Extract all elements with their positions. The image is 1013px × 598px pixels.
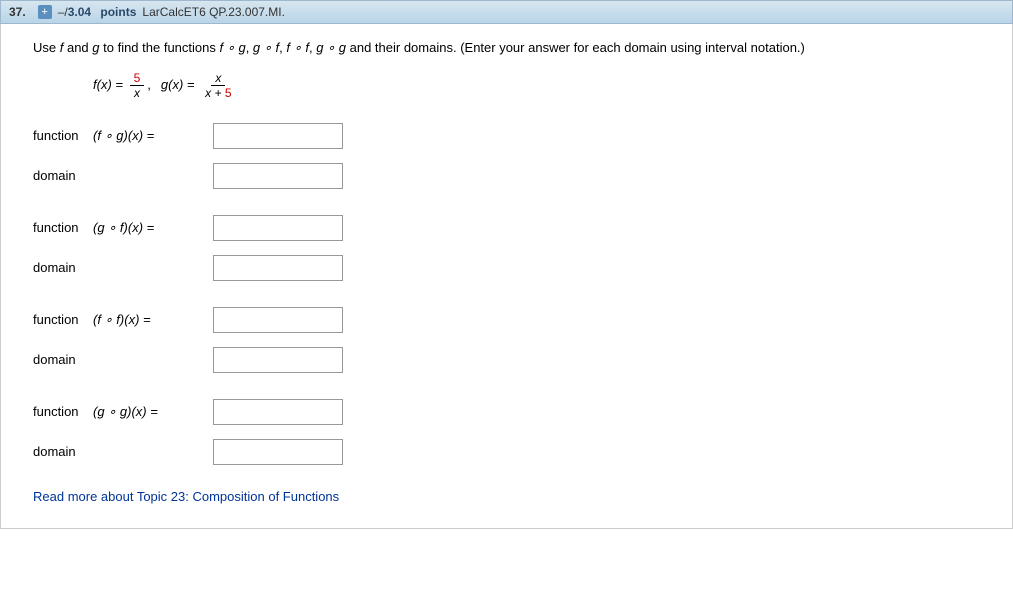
expr-fog: (f ∘ g)(x) =: [93, 128, 213, 144]
points-text: –/3.04 points: [58, 5, 143, 19]
points-prefix: –/: [58, 5, 68, 19]
input-fog-function[interactable]: [213, 123, 343, 149]
input-gog-function[interactable]: [213, 399, 343, 425]
points-value: 3.04: [68, 5, 91, 19]
input-fog-domain[interactable]: [213, 163, 343, 189]
domain-label: domain: [33, 168, 93, 183]
input-fof-function[interactable]: [213, 307, 343, 333]
function-row-fof: function (f ∘ f)(x) =: [33, 307, 992, 333]
spacer: [33, 203, 992, 215]
function-label: function: [33, 312, 93, 327]
spacer: [33, 295, 992, 307]
expr-gof: (g ∘ f)(x) =: [93, 220, 213, 236]
f-denominator: x: [130, 86, 144, 99]
instr-rest: and their domains. (Enter your answer fo…: [346, 40, 805, 55]
input-gof-function[interactable]: [213, 215, 343, 241]
instr-and: and: [63, 40, 92, 55]
expand-icon[interactable]: +: [38, 5, 52, 19]
topic-link[interactable]: Read more about Topic 23: Composition of…: [33, 489, 992, 504]
function-row-gof: function (g ∘ f)(x) =: [33, 215, 992, 241]
domain-row-fof: domain: [33, 347, 992, 373]
domain-row-gof: domain: [33, 255, 992, 281]
domain-label: domain: [33, 260, 93, 275]
instructions-text: Use f and g to find the functions f ∘ g,…: [33, 38, 992, 58]
instr-sep1: ,: [246, 40, 253, 55]
problem-reference: LarCalcET6 QP.23.007.MI.: [142, 5, 285, 19]
instr-g: g: [92, 40, 99, 55]
f-numerator: 5: [130, 72, 145, 86]
domain-row-gog: domain: [33, 439, 992, 465]
problem-header: 37. + –/3.04 points LarCalcET6 QP.23.007…: [0, 0, 1013, 24]
def-comma: ,: [147, 76, 151, 91]
spacer: [33, 387, 992, 399]
instr-mid: to find the functions: [100, 40, 220, 55]
domain-row-fog: domain: [33, 163, 992, 189]
function-row-fog: function (f ∘ g)(x) =: [33, 123, 992, 149]
instr-prefix: Use: [33, 40, 60, 55]
input-fof-domain[interactable]: [213, 347, 343, 373]
expr-fof: (f ∘ f)(x) =: [93, 312, 213, 328]
f-definition: f(x) = 5 x ,: [93, 72, 151, 99]
g-lhs: g(x) =: [161, 76, 198, 91]
g-den-a: x +: [205, 86, 225, 100]
instr-fof: f ∘ f: [286, 40, 309, 55]
function-label: function: [33, 128, 93, 143]
domain-label: domain: [33, 352, 93, 367]
f-lhs: f(x) =: [93, 76, 127, 91]
problem-number: 37.: [9, 5, 26, 19]
domain-label: domain: [33, 444, 93, 459]
function-label: function: [33, 404, 93, 419]
g-definition: g(x) = x x + 5: [161, 72, 239, 99]
expr-gog: (g ∘ g)(x) =: [93, 404, 213, 420]
g-fraction: x x + 5: [201, 72, 235, 99]
function-row-gog: function (g ∘ g)(x) =: [33, 399, 992, 425]
input-gog-domain[interactable]: [213, 439, 343, 465]
instr-fog: f ∘ g: [219, 40, 245, 55]
instr-gof: g ∘ f: [253, 40, 279, 55]
instr-gog: g ∘ g: [316, 40, 346, 55]
input-gof-domain[interactable]: [213, 255, 343, 281]
f-fraction: 5 x: [130, 72, 145, 99]
g-den-b: 5: [225, 86, 232, 100]
function-definitions: f(x) = 5 x , g(x) = x x + 5: [93, 72, 992, 99]
problem-content: Use f and g to find the functions f ∘ g,…: [0, 24, 1013, 529]
function-label: function: [33, 220, 93, 235]
g-denominator: x + 5: [201, 86, 235, 99]
points-suffix: points: [97, 5, 136, 19]
g-numerator: x: [211, 72, 225, 86]
